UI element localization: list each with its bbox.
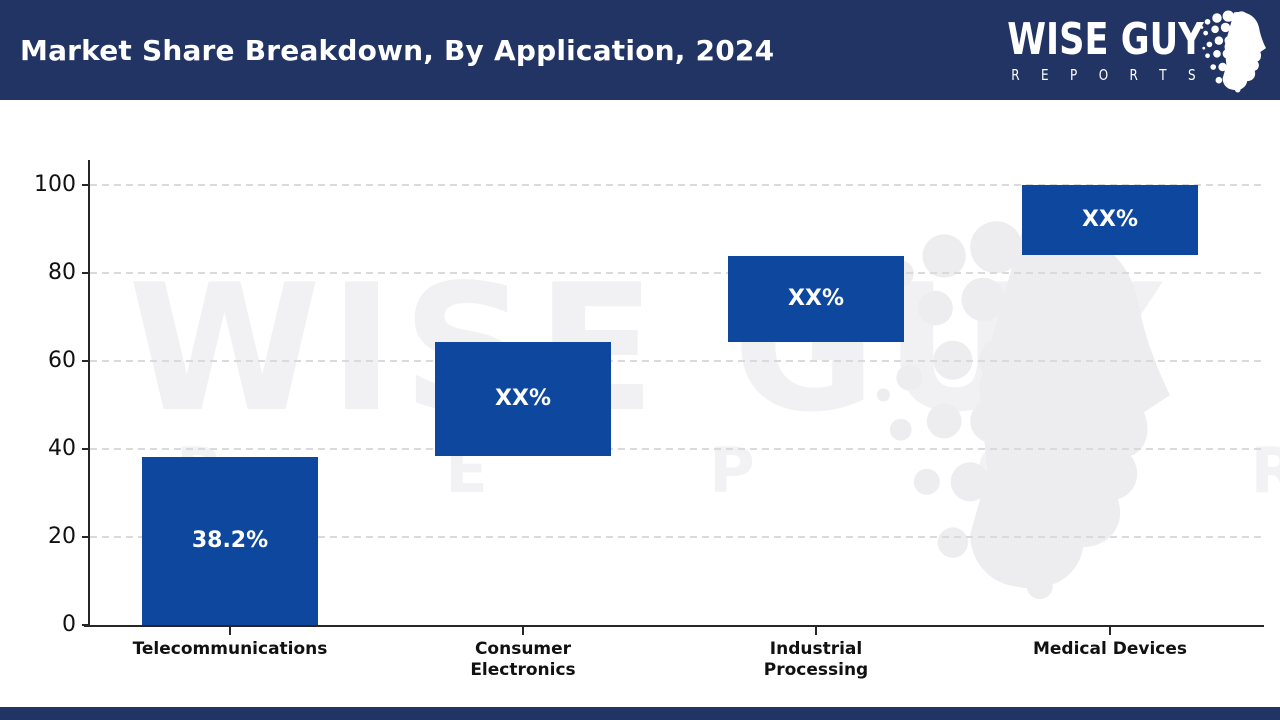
bar-value-label: XX% — [788, 286, 844, 312]
footer-bar — [0, 707, 1280, 720]
x-category-label: Industrial Processing — [763, 639, 869, 681]
header-bar: Market Share Breakdown, By Application, … — [0, 0, 1280, 100]
y-tick-icon — [82, 360, 89, 362]
y-tick-label: 40 — [48, 436, 76, 461]
x-category-label: Telecommunications — [132, 639, 328, 659]
gridline — [90, 272, 1262, 274]
bar: XX% — [435, 341, 611, 457]
bar: 38.2% — [142, 456, 318, 625]
y-tick-icon — [82, 272, 89, 274]
x-axis-line — [84, 625, 1264, 627]
gridline — [90, 536, 1262, 538]
x-category-label: Medical Devices — [1032, 639, 1187, 659]
gridline — [90, 448, 1262, 450]
wise-guy-logo: WISE GUY R E P O R T S — [957, 6, 1266, 96]
y-tick-label: 60 — [48, 348, 76, 373]
bar: XX% — [1022, 185, 1198, 255]
x-tick-icon — [815, 627, 817, 635]
logo-name: WISE GUY — [1006, 14, 1204, 65]
y-tick-icon — [82, 184, 89, 186]
gridline — [90, 184, 1262, 186]
x-category-label: Consumer Electronics — [470, 639, 576, 681]
bar-value-label: XX% — [495, 386, 551, 412]
logo-text: WISE GUY R E P O R T S — [1006, 14, 1204, 85]
page-title: Market Share Breakdown, By Application, … — [20, 33, 775, 67]
wise-guy-face-icon — [1200, 10, 1266, 93]
y-tick-icon — [82, 536, 89, 538]
bar-value-label: 38.2% — [191, 528, 269, 554]
y-tick-label: 20 — [48, 524, 76, 549]
y-axis-line — [88, 160, 90, 627]
gridline — [90, 360, 1262, 362]
x-tick-icon — [1109, 627, 1111, 635]
bar: XX% — [728, 256, 904, 342]
logo-subtitle: R E P O R T S — [1010, 66, 1204, 84]
y-tick-label: 100 — [34, 172, 76, 197]
y-tick-icon — [82, 448, 89, 450]
y-tick-label: 0 — [62, 612, 76, 637]
bar-value-label: XX% — [1082, 207, 1138, 233]
y-tick-label: 80 — [48, 260, 76, 285]
x-tick-icon — [522, 627, 524, 635]
x-tick-icon — [229, 627, 231, 635]
